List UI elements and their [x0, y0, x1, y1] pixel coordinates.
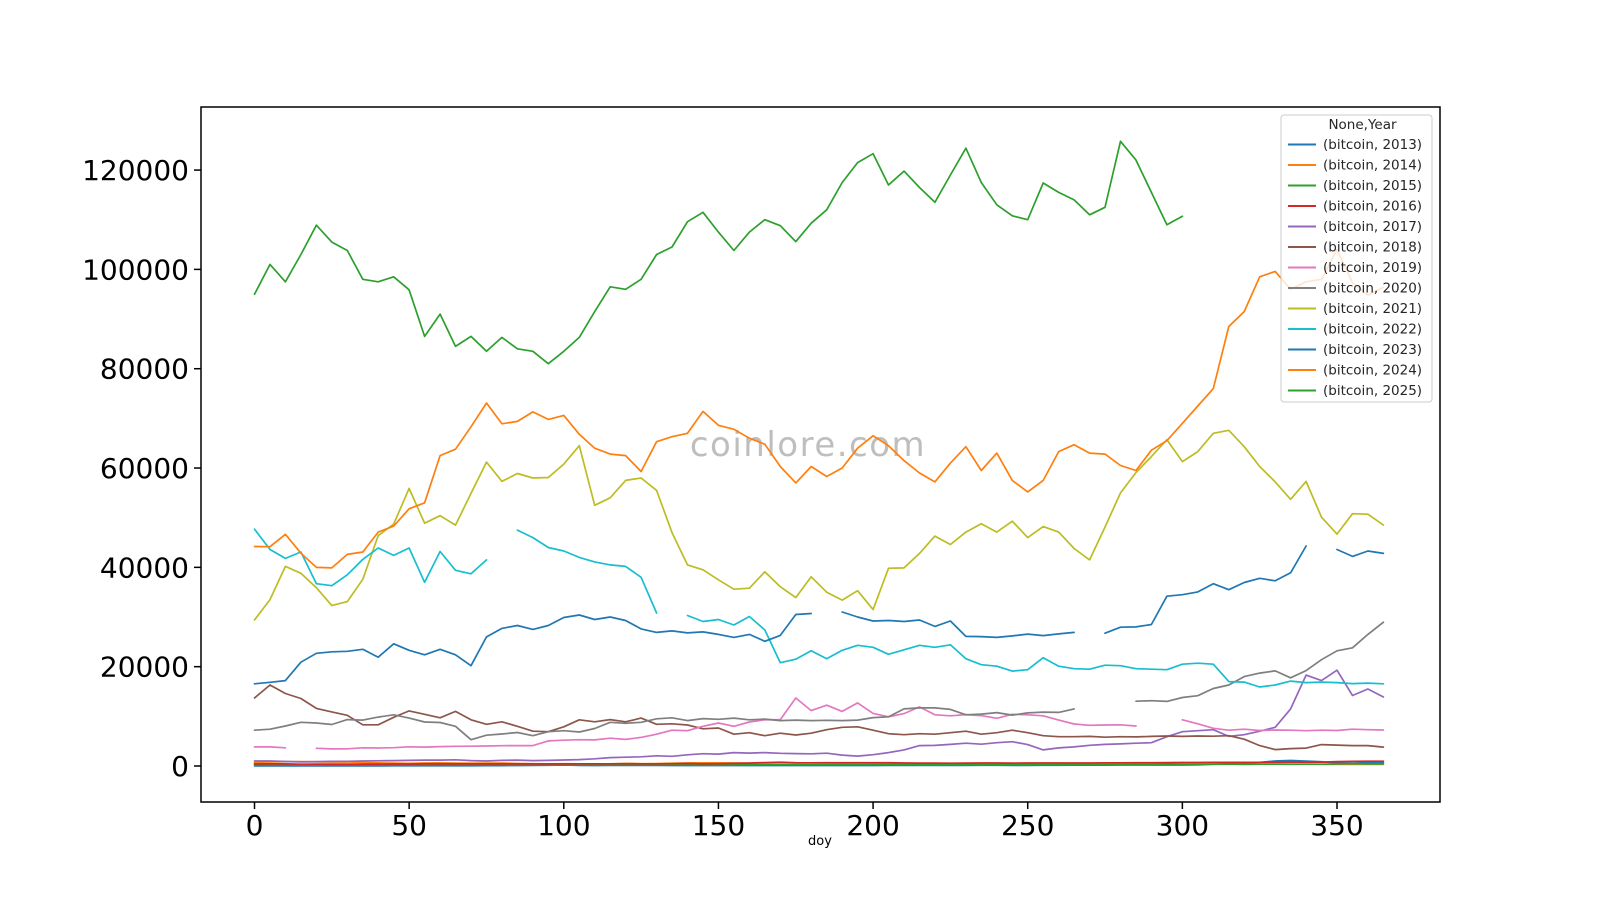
x-tick-label: 200	[846, 809, 899, 842]
legend-label: (bitcoin, 2019)	[1323, 260, 1422, 276]
legend-item-2014: (bitcoin, 2014)	[1288, 158, 1422, 174]
series-line-2018	[253, 684, 1385, 751]
legend-label: (bitcoin, 2013)	[1323, 137, 1422, 153]
legend-item-2015: (bitcoin, 2015)	[1288, 178, 1422, 194]
series-line-2023	[253, 545, 1385, 685]
legend-label: (bitcoin, 2016)	[1323, 199, 1422, 215]
series-line-2024	[253, 248, 1385, 569]
y-tick-label: 60000	[100, 452, 189, 485]
x-axis-label: doy	[808, 834, 832, 849]
series-lines	[253, 140, 1385, 767]
series-line-2016	[253, 760, 1385, 766]
legend-label: (bitcoin, 2022)	[1323, 322, 1422, 338]
legend-item-2025: (bitcoin, 2025)	[1288, 383, 1422, 399]
x-tick-label: 300	[1156, 809, 1209, 842]
series-line-2020	[253, 621, 1385, 741]
y-tick-label: 20000	[100, 651, 189, 684]
legend-item-2019: (bitcoin, 2019)	[1288, 260, 1422, 276]
legend-label: (bitcoin, 2017)	[1323, 219, 1422, 235]
legend-label: (bitcoin, 2024)	[1323, 363, 1422, 379]
y-tick-label: 120000	[82, 154, 189, 187]
legend-item-2020: (bitcoin, 2020)	[1288, 281, 1422, 297]
x-tick-label: 250	[1001, 809, 1054, 842]
legend-item-2023: (bitcoin, 2023)	[1288, 342, 1422, 358]
legend-label: (bitcoin, 2021)	[1323, 301, 1422, 317]
legend-item-2022: (bitcoin, 2022)	[1288, 322, 1422, 338]
x-tick-label: 100	[537, 809, 590, 842]
legend-item-2017: (bitcoin, 2017)	[1288, 219, 1422, 235]
legend-label: (bitcoin, 2025)	[1323, 383, 1422, 399]
series-line-2019	[253, 697, 1385, 750]
legend-item-2013: (bitcoin, 2013)	[1288, 137, 1422, 153]
legend-item-2016: (bitcoin, 2016)	[1288, 199, 1422, 215]
series-line-2021	[253, 429, 1385, 621]
x-tick-label: 150	[692, 809, 745, 842]
legend-label: (bitcoin, 2020)	[1323, 281, 1422, 297]
legend-label: (bitcoin, 2014)	[1323, 158, 1422, 174]
legend-item-2018: (bitcoin, 2018)	[1288, 240, 1422, 256]
legend-label: (bitcoin, 2015)	[1323, 178, 1422, 194]
legend-item-2021: (bitcoin, 2021)	[1288, 301, 1422, 317]
legend-item-2024: (bitcoin, 2024)	[1288, 363, 1422, 379]
axes: 0 50 100 150 200 250 300 350 0 20000 40000 60000 800…	[82, 106, 1441, 842]
x-tick-label: 50	[391, 809, 427, 842]
plot-border	[200, 106, 1441, 803]
series-line-2017	[253, 669, 1385, 763]
watermark: coinlore.com	[690, 425, 926, 465]
x-tick-label: 350	[1310, 809, 1363, 842]
y-tick-label: 40000	[100, 551, 189, 584]
legend-label: (bitcoin, 2023)	[1323, 342, 1422, 358]
legend-box	[1280, 114, 1433, 403]
legend: None,Year (bitcoin, 2013) (bitcoin, 2014) (…	[1280, 114, 1433, 403]
legend-title: None,Year	[1328, 117, 1397, 133]
y-tick-label: 80000	[100, 353, 189, 386]
series-line-2022	[253, 528, 1385, 688]
legend-label: (bitcoin, 2018)	[1323, 240, 1422, 256]
y-tick-label: 100000	[82, 253, 189, 286]
x-tick-label: 0	[246, 809, 264, 842]
series-line-2025	[253, 140, 1184, 365]
y-tick-label: 0	[171, 750, 189, 783]
